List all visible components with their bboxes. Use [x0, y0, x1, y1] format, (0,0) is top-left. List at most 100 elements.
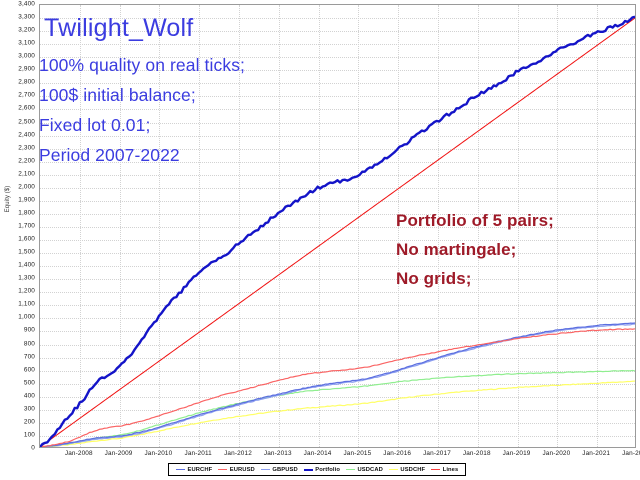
horizontal-gridline [40, 174, 635, 176]
horizontal-gridline [40, 266, 635, 268]
annotation-period: Period 2007-2022 [39, 145, 180, 165]
vertical-gridline [318, 5, 320, 447]
y-tick-label: 1,400 [18, 261, 35, 269]
y-tick-label: 400 [23, 392, 35, 400]
y-tick-label: 2,200 [18, 157, 35, 165]
x-tick-label: Jan-2013 [263, 450, 292, 457]
series-line-eurchf [40, 323, 635, 447]
x-tick-label: Jan-2012 [224, 450, 252, 457]
legend-item[interactable]: Lines [431, 467, 458, 473]
horizontal-gridline [40, 435, 635, 437]
vertical-gridline [199, 5, 201, 447]
horizontal-gridline [40, 122, 635, 124]
series-line-eurusd [40, 329, 635, 447]
horizontal-gridline [40, 279, 635, 281]
horizontal-gridline [40, 240, 635, 242]
horizontal-gridline [40, 292, 635, 294]
series-layer [40, 5, 635, 447]
legend-swatch [176, 469, 185, 470]
vertical-gridline [278, 5, 280, 447]
legend-label: USDCAD [357, 466, 383, 473]
horizontal-gridline [40, 57, 635, 59]
vertical-gridline [79, 5, 81, 447]
legend-label: GBPUSD [272, 466, 298, 473]
chart-legend: EURCHF EURUSD GBPUSD Portfolio USDCAD USDCHF L… [168, 463, 467, 476]
horizontal-gridline [40, 396, 635, 398]
legend-item[interactable]: EURCHF [176, 467, 212, 473]
y-tick-label: 700 [23, 353, 35, 361]
y-tick-label: 800 [23, 340, 35, 348]
legend-swatch [431, 469, 441, 470]
legend-item[interactable]: USDCHF [388, 466, 426, 473]
horizontal-gridline [40, 409, 635, 411]
x-tick-label: Jan-2011 [184, 450, 212, 457]
horizontal-gridline [40, 148, 635, 150]
vertical-gridline [239, 5, 240, 447]
y-tick-label: 1,200 [18, 287, 35, 295]
annotation-lot: Fixed lot 0.01; [39, 115, 151, 135]
vertical-gridline [438, 5, 439, 447]
horizontal-gridline [40, 70, 635, 72]
legend-label: EURUSD [229, 466, 255, 473]
legend-item[interactable]: USDCAD [346, 467, 383, 473]
horizontal-gridline [40, 331, 635, 333]
horizontal-gridline [40, 227, 635, 228]
vertical-gridline [477, 5, 479, 447]
y-tick-label: 1,000 [18, 313, 35, 321]
legend-label: USDCHF [400, 466, 426, 473]
legend-swatch [218, 469, 228, 470]
y-tick-label: 300 [23, 405, 35, 413]
y-tick-label: 1,600 [18, 235, 35, 243]
horizontal-gridline [40, 357, 635, 359]
horizontal-gridline [40, 305, 635, 307]
x-tick-label: Jan-2008 [64, 450, 93, 457]
horizontal-gridline [40, 422, 635, 424]
y-tick-label: 3,400 [18, 0, 35, 8]
y-tick-label: 1,900 [18, 196, 35, 204]
series-line-lines [40, 18, 635, 447]
x-tick-label: Jan-2010 [144, 450, 173, 457]
y-tick-label: 1,100 [18, 300, 35, 308]
horizontal-gridline [40, 31, 635, 33]
y-tick-label: 2,000 [18, 183, 35, 191]
x-tick-label: Jan-2015 [343, 450, 372, 457]
horizontal-gridline [40, 213, 635, 215]
chart-title: Twilight_Wolf [44, 14, 194, 42]
y-tick-label: 2,500 [18, 118, 35, 126]
annotation-balance: 100$ initial balance; [39, 85, 196, 105]
horizontal-gridline [40, 187, 635, 189]
y-tick-label: 500 [23, 379, 35, 387]
plot-area [39, 4, 636, 448]
annotation-no-grids: No grids; [396, 269, 472, 288]
series-line-portfolio [40, 17, 635, 447]
x-tick-label: Jan-2021 [582, 450, 611, 457]
legend-item[interactable]: EURUSD [218, 467, 255, 473]
horizontal-gridline [40, 253, 635, 255]
y-tick-label: 3,300 [18, 13, 35, 21]
y-tick-label: 2,700 [18, 91, 35, 99]
y-tick-label: 2,900 [18, 65, 35, 73]
y-tick-label: 100 [23, 431, 35, 439]
horizontal-gridline [40, 318, 635, 320]
y-tick-label: 200 [23, 418, 35, 426]
legend-label: Lines [442, 466, 459, 473]
horizontal-gridline [40, 344, 635, 346]
y-tick-label: 1,500 [18, 248, 35, 256]
horizontal-gridline [40, 83, 635, 85]
x-axis-tick-labels: Jan-2008 Jan-2009 Jan-2010 Jan-2011 Jan-2012… [39, 450, 640, 464]
y-tick-label: 2,800 [18, 78, 35, 86]
y-tick-label: 2,600 [18, 104, 35, 112]
horizontal-gridline [40, 18, 635, 20]
vertical-gridline [597, 5, 599, 447]
legend-item[interactable]: GBPUSD [260, 466, 298, 473]
vertical-gridline [398, 5, 400, 447]
horizontal-gridline [40, 135, 635, 137]
y-tick-label: 1,800 [18, 209, 35, 217]
y-tick-label: 3,200 [18, 26, 35, 34]
y-tick-label: 2,100 [18, 170, 35, 178]
legend-item[interactable]: Portfolio [303, 467, 340, 473]
annotation-no-martingale: No martingale; [396, 240, 517, 259]
horizontal-gridline [40, 109, 635, 111]
vertical-gridline [557, 5, 559, 447]
